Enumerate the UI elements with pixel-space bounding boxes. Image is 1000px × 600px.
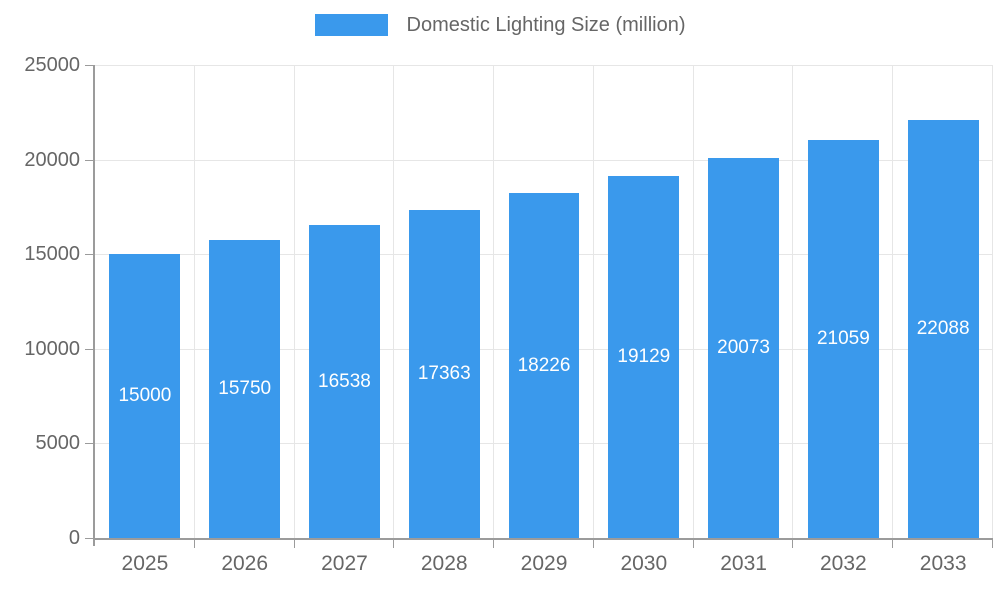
gridline-horizontal (95, 159, 993, 161)
x-axis-tick-label: 2029 (520, 552, 568, 575)
y-axis-tick (85, 65, 93, 66)
bar-value-label: 21059 (816, 327, 870, 349)
x-axis-tick (792, 540, 794, 548)
y-axis-tick (85, 159, 93, 161)
y-axis-tick-label: 5000 (35, 432, 81, 455)
y-axis-tick-label: 0 (68, 527, 80, 549)
x-axis-tick-label: 2033 (919, 552, 967, 575)
y-axis-tick-label: 25000 (24, 54, 80, 76)
gridline-vertical (293, 65, 295, 538)
bar-2028: 17363 (408, 209, 480, 538)
bar-value-label: 22088 (916, 318, 970, 340)
bar-2025: 15000 (109, 254, 181, 538)
bars-row: 15000 15750 16538 17363 18226 19129 20073 21059… (95, 65, 993, 538)
bar-value-label: 19129 (617, 346, 671, 368)
bar-2031: 20073 (708, 158, 779, 538)
x-axis-tick-label: 2032 (820, 552, 867, 575)
gridline-vertical (393, 65, 395, 538)
y-axis-tick-label: 10000 (24, 337, 80, 360)
bar-2030: 19129 (608, 176, 680, 538)
plot-area: 15000 15750 16538 17363 18226 19129 20073 21059… (85, 65, 993, 548)
y-axis-line (93, 65, 95, 546)
bar-2032: 21059 (807, 139, 879, 538)
y-axis-tick (85, 348, 93, 350)
x-axis-tick-label: 2025 (121, 552, 169, 575)
y-axis-tick-label: 20000 (24, 148, 80, 171)
y-axis-tick-label: 15000 (24, 243, 80, 266)
bar-slot: 19129 (594, 65, 694, 538)
x-axis-tick (393, 540, 395, 548)
x-axis: 2025 2026 2027 2028 2029 2030 2031 2032 2033 (95, 552, 993, 576)
bar-value-label: 18226 (517, 354, 571, 376)
x-axis-tick (193, 540, 195, 548)
x-axis-tick (892, 540, 894, 548)
bar-value-label: 20073 (717, 337, 770, 359)
gridline-vertical (892, 65, 894, 538)
bar-slot: 15750 (195, 65, 295, 538)
bar-2029: 18226 (508, 193, 580, 538)
bar-slot: 22088 (893, 65, 993, 538)
x-axis-tick (692, 540, 694, 548)
bar-value-label: 15000 (118, 385, 172, 407)
gridline-horizontal (95, 65, 993, 66)
x-axis-tick (493, 540, 495, 548)
gridline-vertical (193, 65, 195, 538)
bar-slot: 21059 (793, 65, 893, 538)
bar-2026: 15750 (209, 240, 281, 538)
gridline-vertical (792, 65, 794, 538)
bar-value-label: 15750 (218, 378, 272, 399)
x-axis-tick (992, 540, 993, 548)
x-axis-tick-label: 2027 (321, 552, 368, 575)
y-axis-tick (85, 254, 93, 256)
y-axis-tick (85, 538, 93, 539)
gridline-vertical (592, 65, 594, 538)
x-axis-tick (592, 540, 594, 548)
y-axis-tick (85, 443, 93, 445)
bar-2027: 16538 (309, 225, 380, 538)
bar-slot: 16538 (295, 65, 395, 538)
x-axis-tick-label: 2030 (620, 552, 668, 575)
x-axis-line (93, 538, 993, 540)
x-axis-tick-label: 2026 (221, 552, 269, 575)
bar-slot: 20073 (694, 65, 794, 538)
bar-slot: 18226 (494, 65, 594, 538)
bar-value-label: 17363 (417, 362, 471, 384)
legend-color-swatch (314, 14, 388, 36)
y-axis: 0 5000 10000 15000 20000 25000 (0, 55, 81, 548)
bar-value-label: 16538 (318, 370, 371, 392)
bar-2033: 22088 (907, 120, 979, 538)
gridline-vertical (992, 65, 993, 538)
gridline-vertical (692, 65, 694, 538)
chart-legend: Domestic Lighting Size (million) (0, 14, 1000, 36)
bar-slot: 15000 (95, 65, 195, 538)
x-axis-tick-label: 2031 (720, 552, 767, 575)
x-axis-tick (293, 540, 295, 548)
gridline-vertical (493, 65, 495, 538)
legend-item[interactable]: Domestic Lighting Size (million) (314, 14, 686, 36)
x-axis-tick-label: 2028 (420, 552, 468, 575)
bar-slot: 17363 (394, 65, 494, 538)
legend-label: Domestic Lighting Size (million) (406, 14, 686, 36)
